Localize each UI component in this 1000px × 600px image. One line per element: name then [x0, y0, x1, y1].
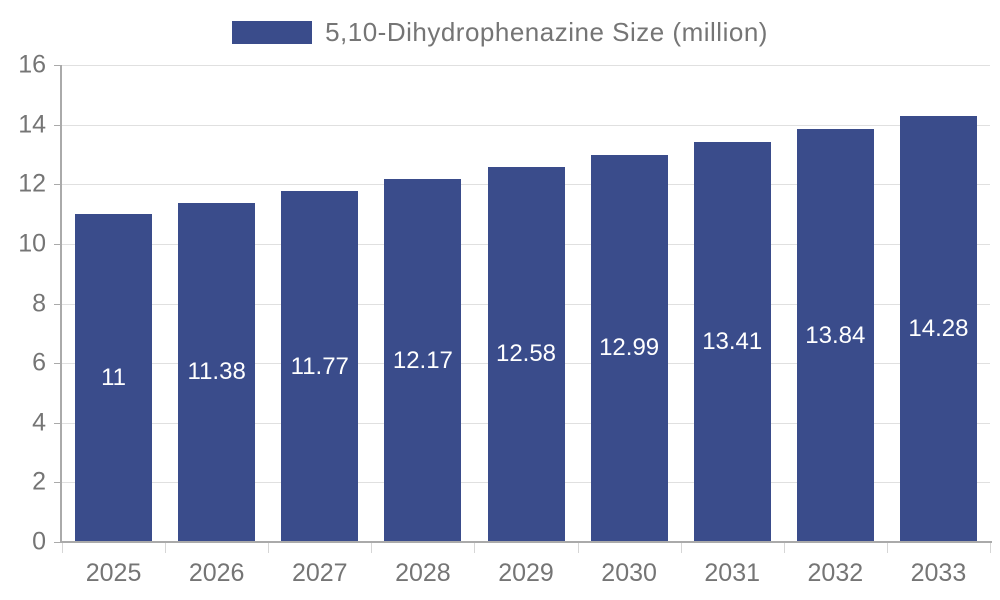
x-axis-tick: [268, 542, 270, 553]
y-tick-label: 4: [32, 408, 46, 437]
bar: 11: [75, 214, 153, 542]
bar-value-label: 11.38: [187, 358, 246, 386]
bar: 14.28: [899, 116, 977, 542]
x-tick-label: 2025: [85, 559, 142, 587]
bar-value-label: 12.99: [599, 334, 660, 362]
bar-value-label: 14.28: [908, 315, 969, 343]
y-tick-label: 8: [32, 289, 46, 317]
bar-value-label: 13.84: [805, 321, 866, 349]
bar-value-label: 13.41: [702, 328, 763, 356]
bar: 13.84: [796, 129, 874, 542]
bar: 12.17: [384, 179, 462, 542]
bar: 12.58: [487, 166, 565, 542]
y-axis-tick: [54, 422, 62, 424]
bar-value-label: 12.58: [495, 340, 557, 368]
chart-legend[interactable]: 5,10-Dihydrophenazine Size (million): [0, 17, 1000, 48]
y-axis-tick: [54, 363, 62, 365]
y-axis-tick: [54, 124, 62, 126]
y-axis-tick: [54, 482, 62, 484]
y-tick-label: 2: [32, 467, 46, 496]
gridline: [62, 65, 990, 66]
bar: 13.41: [693, 142, 771, 542]
bar: 11.77: [281, 191, 359, 542]
y-axis-tick: [54, 184, 62, 186]
x-tick-label: 2032: [807, 559, 864, 587]
y-axis-tick: [54, 243, 62, 245]
x-axis-line: [60, 541, 992, 543]
x-axis-tick: [577, 542, 579, 553]
bar-value-label: 11: [101, 364, 127, 392]
y-axis-line: [60, 65, 62, 542]
gridline: [62, 124, 990, 126]
x-axis-tick: [371, 542, 373, 553]
x-axis-tick: [680, 542, 682, 553]
bar-value-label: 12.17: [392, 346, 453, 374]
y-tick-label: 0: [32, 527, 46, 556]
x-axis-tick: [783, 542, 785, 553]
y-axis-tick: [54, 303, 62, 305]
x-tick-label: 2027: [291, 559, 348, 587]
y-axis-tick: [54, 65, 62, 66]
x-axis-tick: [474, 542, 476, 553]
y-tick-label: 12: [18, 169, 46, 198]
y-tick-label: 10: [18, 229, 46, 258]
x-axis-tick: [886, 542, 888, 553]
x-axis-tick: [62, 542, 63, 553]
x-tick-label: 2026: [188, 559, 245, 587]
x-tick-label: 2031: [704, 559, 761, 587]
legend-swatch: [232, 21, 313, 44]
y-tick-label: 14: [18, 110, 46, 139]
y-tick-label: 6: [32, 348, 46, 377]
x-tick-label: 2028: [395, 559, 451, 587]
bar: 11.38: [178, 202, 256, 542]
plot-area: 0 2 4 6 8 10 12 14 16 11 2025 11.38 2026 11.77 2027 12.…: [18, 51, 992, 587]
x-tick-label: 2030: [601, 559, 657, 587]
x-axis-tick: [990, 542, 991, 553]
x-tick-label: 2033: [910, 559, 967, 587]
y-tick-label: 16: [18, 50, 46, 79]
bar: 12.99: [590, 154, 668, 542]
x-axis-tick: [165, 542, 167, 553]
x-tick-label: 2029: [498, 559, 554, 587]
y-axis-tick: [54, 542, 62, 543]
legend-label: 5,10-Dihydrophenazine Size (million): [325, 17, 768, 47]
bar-value-label: 11.77: [290, 352, 349, 380]
